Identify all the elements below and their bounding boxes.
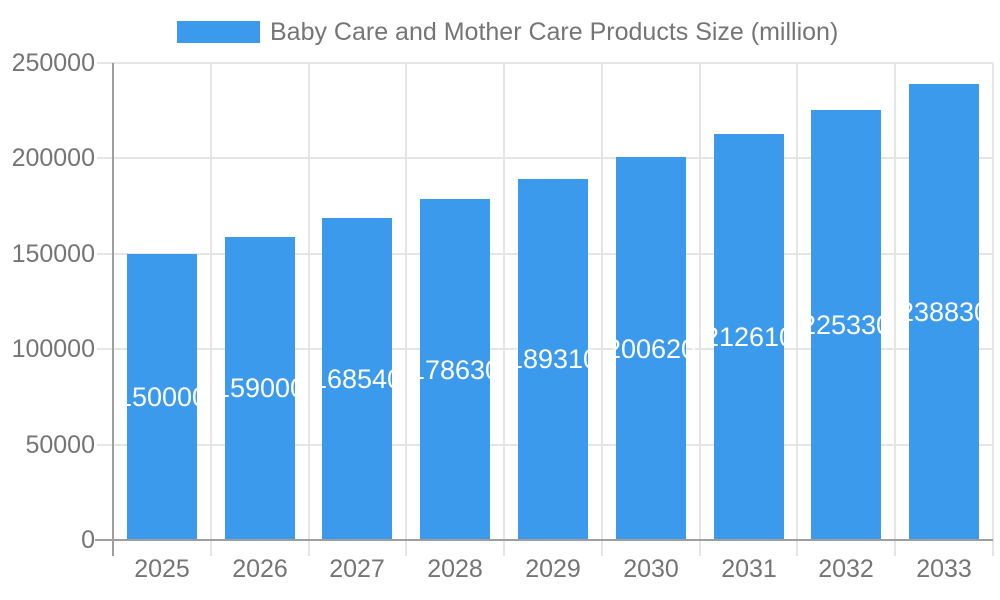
x-axis-tick-label: 2026 (232, 555, 288, 583)
x-axis-tick (894, 540, 896, 556)
x-gridline (210, 63, 212, 540)
y-axis-tick-label: 200000 (11, 144, 95, 172)
legend-label: Baby Care and Mother Care Products Size … (270, 18, 839, 46)
x-axis-tick (699, 540, 701, 556)
y-axis-tick-label: 0 (81, 526, 95, 554)
bar-2031 (714, 134, 784, 540)
bar-2033 (909, 84, 979, 540)
y-gridline (97, 62, 993, 64)
bar-2028 (420, 199, 490, 540)
x-axis-tick-label: 2027 (329, 555, 385, 583)
y-axis-tick-label: 50000 (25, 431, 95, 459)
x-axis-tick-label: 2028 (427, 555, 483, 583)
x-axis-tick (992, 540, 994, 556)
y-gridline (97, 157, 993, 159)
x-axis-tick (405, 540, 407, 556)
legend-item[interactable]: Baby Care and Mother Care Products Size … (177, 18, 838, 46)
y-axis-tick-label: 150000 (11, 240, 95, 268)
x-gridline (699, 63, 701, 540)
bar-2025 (127, 254, 197, 540)
y-axis-tick-label: 100000 (11, 335, 95, 363)
x-gridline (992, 63, 994, 540)
y-axis-tick-label: 250000 (11, 49, 95, 77)
x-axis-tick (210, 540, 212, 556)
x-axis-tick (601, 540, 603, 556)
x-gridline (894, 63, 896, 540)
bar-2032 (811, 110, 881, 540)
x-gridline (601, 63, 603, 540)
x-axis-line (95, 539, 993, 541)
x-gridline (503, 63, 505, 540)
x-axis-tick (503, 540, 505, 556)
x-axis-tick-label: 2025 (134, 555, 190, 583)
y-axis-line (112, 63, 114, 556)
bar-2030 (616, 157, 686, 540)
x-gridline (405, 63, 407, 540)
bar-2026 (225, 237, 295, 540)
x-axis-tick (796, 540, 798, 556)
bar-2029 (518, 179, 588, 540)
bar-2027 (322, 218, 392, 540)
x-gridline (308, 63, 310, 540)
x-axis-tick-label: 2029 (525, 555, 581, 583)
x-gridline (796, 63, 798, 540)
legend-swatch (177, 21, 260, 43)
x-axis-tick-label: 2031 (721, 555, 777, 583)
x-axis-tick-label: 2032 (818, 555, 874, 583)
x-axis-tick-label: 2030 (623, 555, 679, 583)
x-axis-tick (308, 540, 310, 556)
x-axis-tick-label: 2033 (916, 555, 972, 583)
